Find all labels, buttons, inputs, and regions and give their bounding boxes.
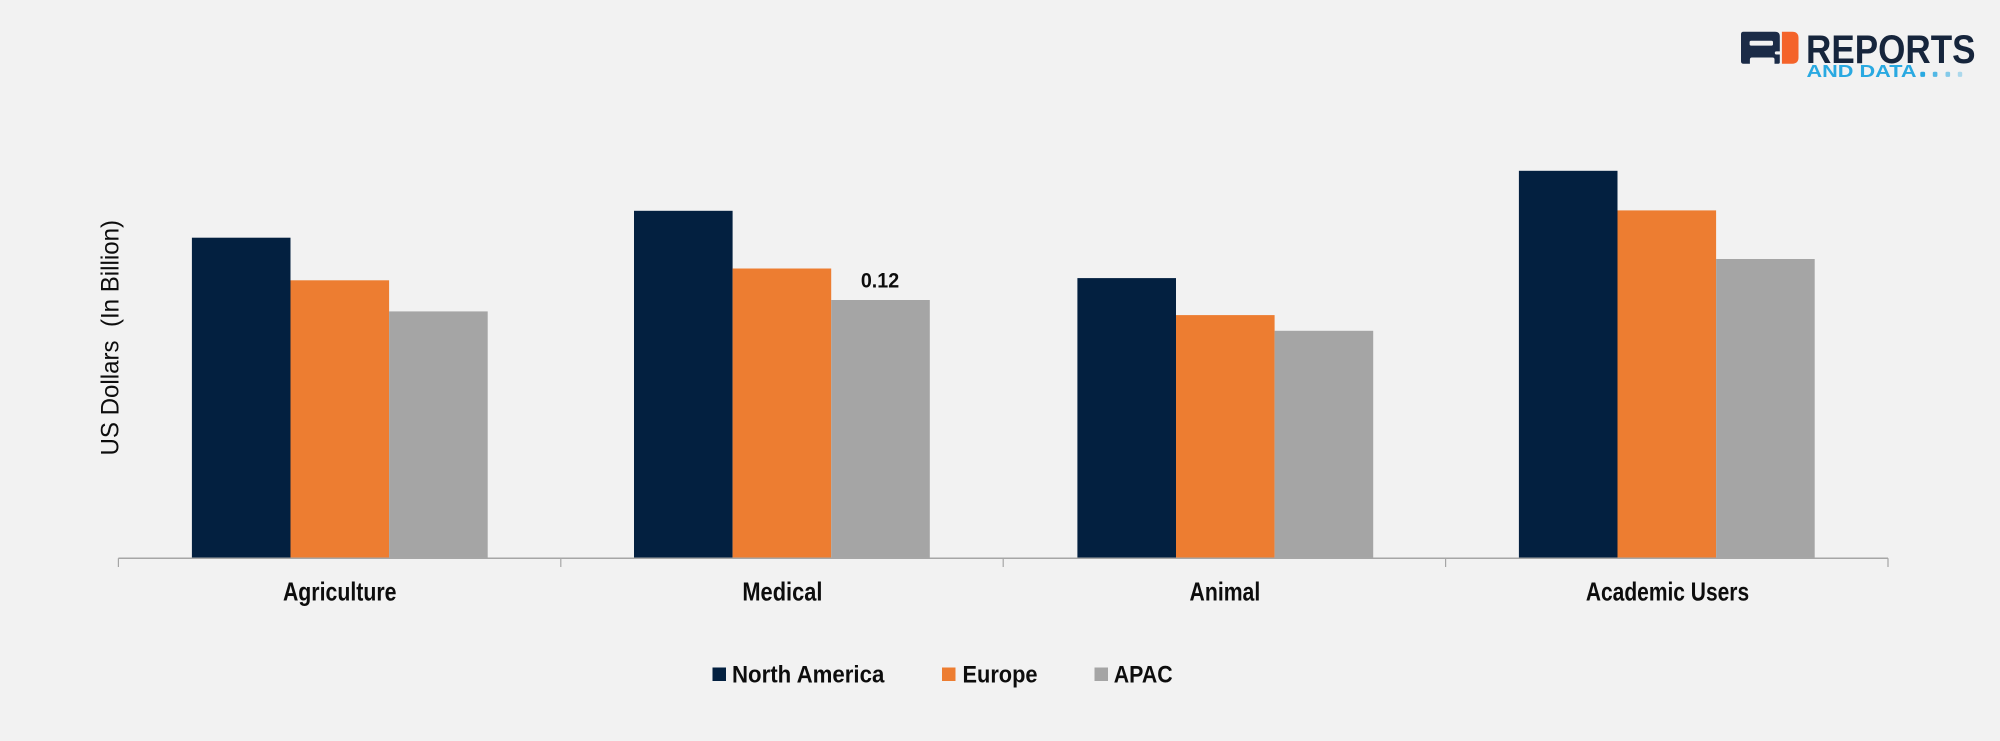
svg-text:US Dollars (In Billion): US Dollars (In Billion) xyxy=(97,220,125,456)
svg-text:Agriculture: Agriculture xyxy=(283,576,397,606)
svg-text:Animal: Animal xyxy=(1190,576,1261,606)
svg-text:Academic Users: Academic Users xyxy=(1586,576,1749,606)
svg-text:REPORTS: REPORTS xyxy=(1806,28,1976,72)
svg-text:AND DATA: AND DATA xyxy=(1807,61,1917,81)
svg-text:Medical: Medical xyxy=(742,576,822,606)
svg-text:Europe: Europe xyxy=(963,662,1038,689)
svg-text:North America: North America xyxy=(732,662,885,689)
svg-text:0.12: 0.12 xyxy=(861,269,899,293)
svg-text:APAC: APAC xyxy=(1114,662,1173,689)
